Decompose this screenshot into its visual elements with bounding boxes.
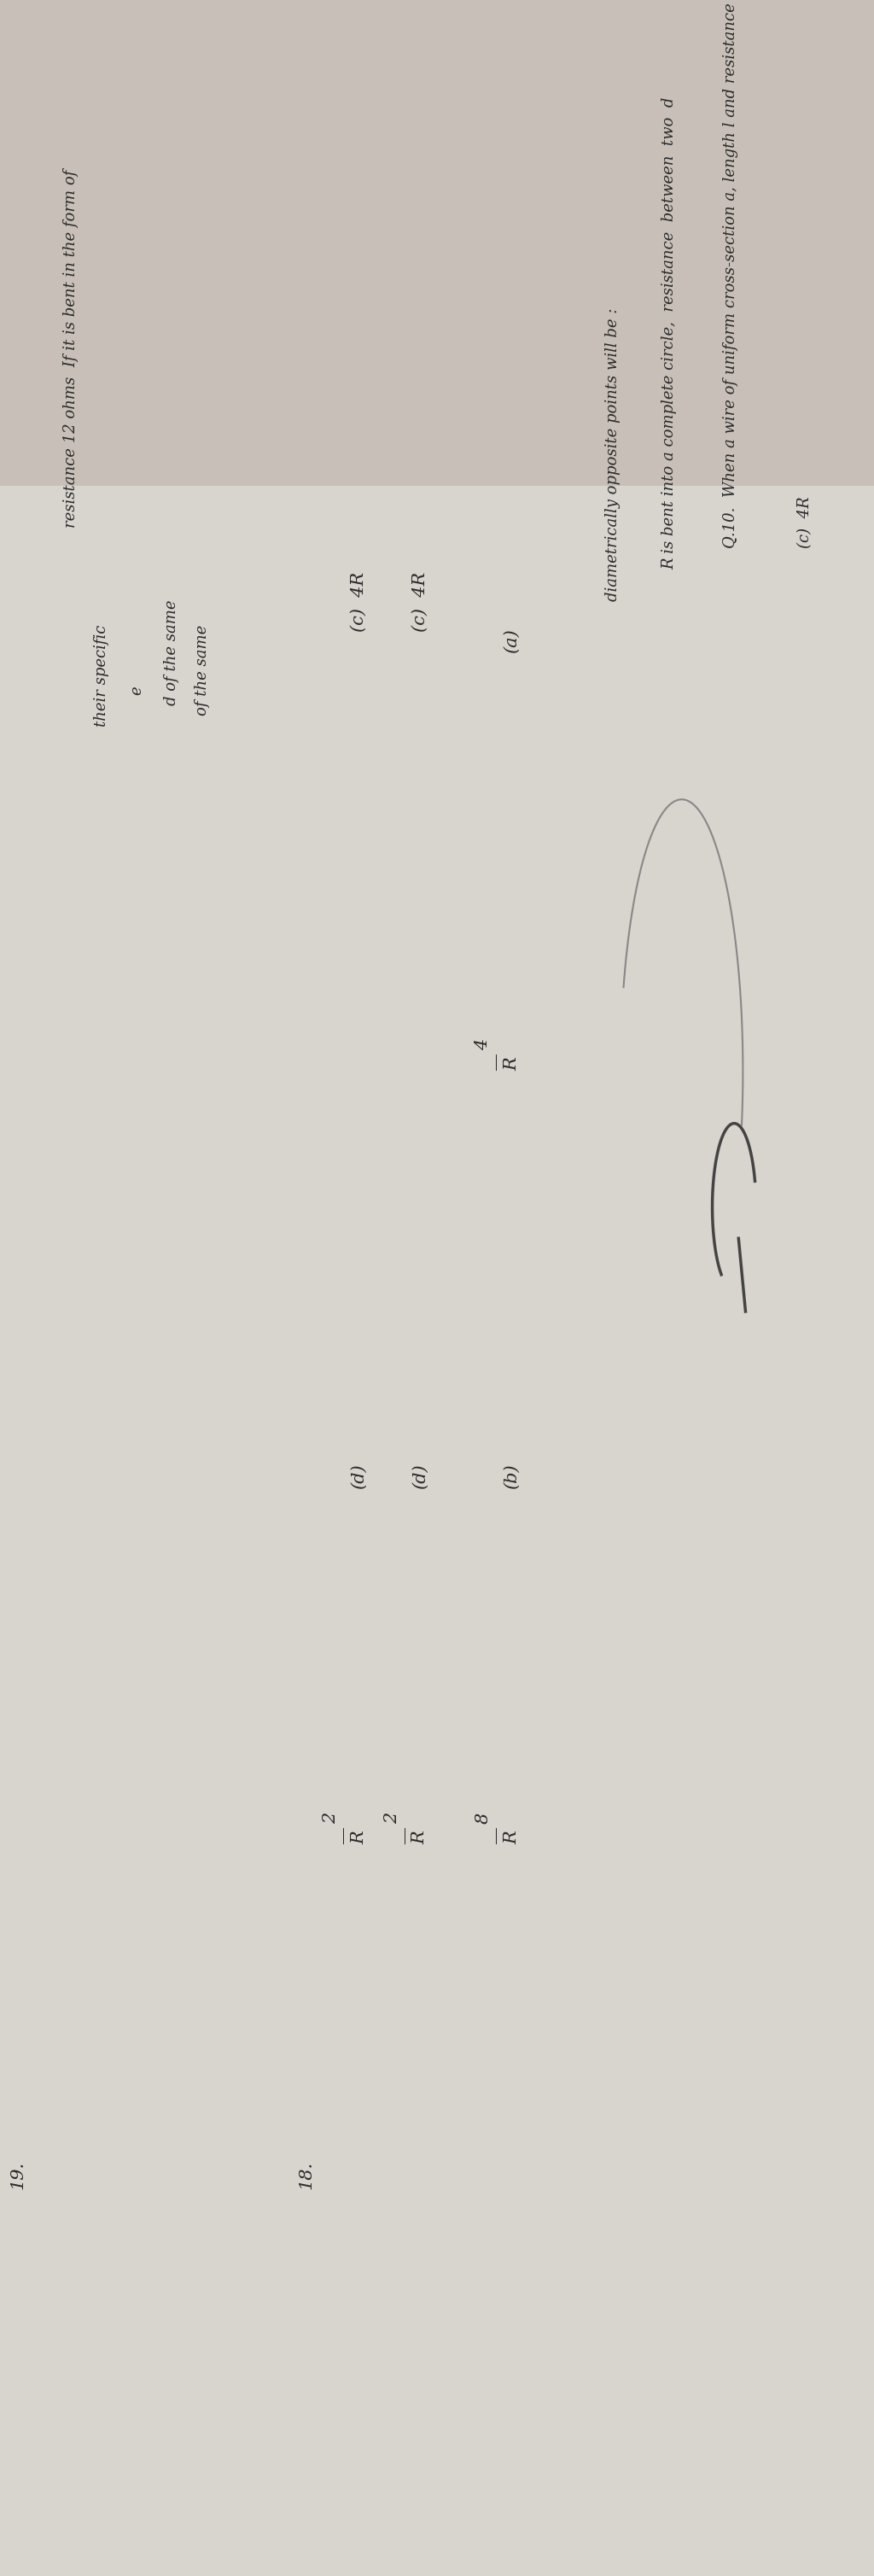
- Text: 4: 4: [475, 1038, 491, 1051]
- Text: (a): (a): [503, 629, 520, 654]
- Text: R: R: [350, 1832, 367, 1844]
- Text: of the same: of the same: [194, 626, 210, 716]
- FancyBboxPatch shape: [0, 487, 874, 2576]
- Text: Q.10.  When a wire of uniform cross-section a, length l and resistance: Q.10. When a wire of uniform cross-secti…: [723, 3, 739, 549]
- Text: d of the same: d of the same: [163, 600, 179, 706]
- Text: R is bent into a complete circle,  resistance  between  two  d: R is bent into a complete circle, resist…: [662, 98, 677, 569]
- Text: (d): (d): [350, 1463, 367, 1489]
- Text: (d): (d): [412, 1463, 428, 1489]
- Text: R: R: [412, 1832, 428, 1844]
- Text: —: —: [488, 1054, 504, 1072]
- Text: (c)  4R: (c) 4R: [412, 572, 428, 631]
- Text: e: e: [128, 685, 144, 696]
- Text: (c)  4R: (c) 4R: [350, 572, 367, 631]
- Text: (b): (b): [503, 1463, 520, 1489]
- Text: 2: 2: [323, 1814, 339, 1824]
- Text: R: R: [503, 1832, 520, 1844]
- Text: (c)  4R: (c) 4R: [797, 497, 813, 549]
- Text: 2: 2: [384, 1814, 400, 1824]
- Text: 19.: 19.: [10, 2161, 26, 2190]
- Text: diametrically opposite points will be :: diametrically opposite points will be :: [605, 307, 621, 600]
- Text: —: —: [488, 1826, 504, 1844]
- Text: R: R: [503, 1059, 520, 1072]
- Text: —: —: [397, 1826, 413, 1844]
- Text: 18.: 18.: [298, 2161, 315, 2190]
- Text: 8: 8: [475, 1814, 491, 1824]
- Text: —: —: [336, 1826, 352, 1844]
- Text: their specific: their specific: [94, 623, 109, 726]
- Text: resistance 12 ohms  If it is bent in the form of: resistance 12 ohms If it is bent in the …: [63, 170, 79, 528]
